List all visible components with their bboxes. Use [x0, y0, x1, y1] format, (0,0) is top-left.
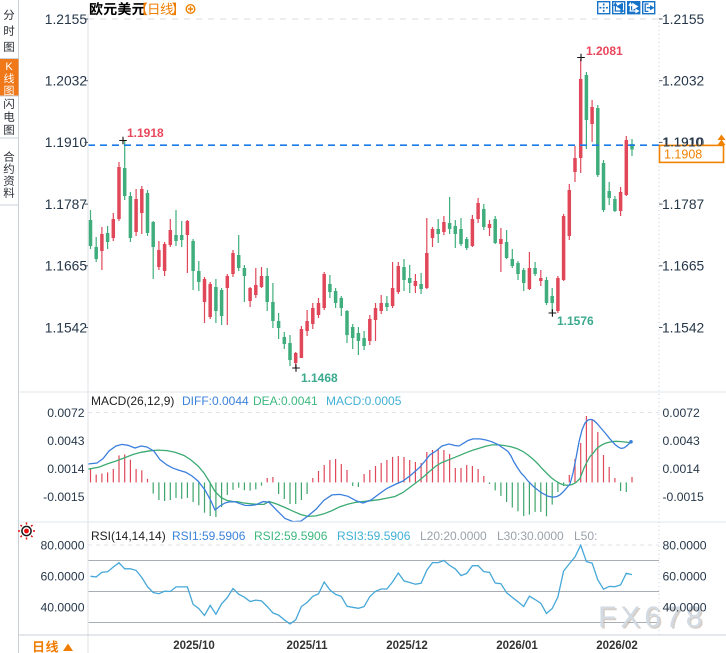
svg-text:RSI1:59.5906: RSI1:59.5906 — [172, 529, 246, 543]
svg-text:L20:20.0000: L20:20.0000 — [420, 529, 487, 543]
svg-text:2025/12: 2025/12 — [386, 640, 428, 652]
svg-text:80.0000: 80.0000 — [663, 539, 707, 553]
svg-text:FX678: FX678 — [600, 603, 708, 636]
svg-text:60.0000: 60.0000 — [40, 570, 84, 584]
svg-text:1.2155: 1.2155 — [45, 12, 88, 27]
svg-text:0.0014: 0.0014 — [47, 462, 84, 476]
svg-text:1.2032: 1.2032 — [45, 74, 87, 89]
svg-text:2026/02: 2026/02 — [596, 640, 638, 652]
svg-text:1.1665: 1.1665 — [662, 259, 705, 274]
svg-text:40.0000: 40.0000 — [663, 601, 707, 615]
svg-text:2026/01: 2026/01 — [496, 640, 538, 652]
svg-text:RSI3:59.5906: RSI3:59.5906 — [337, 529, 411, 543]
svg-text:1.1665: 1.1665 — [45, 259, 88, 274]
svg-text:MACD(26,12,9): MACD(26,12,9) — [91, 394, 174, 408]
svg-text:DEA:0.0041: DEA:0.0041 — [253, 394, 318, 408]
svg-text:1.1918: 1.1918 — [127, 126, 164, 140]
svg-text:-0.0015: -0.0015 — [43, 490, 85, 504]
svg-text:60.0000: 60.0000 — [663, 570, 707, 584]
svg-text:1.1787: 1.1787 — [662, 197, 704, 212]
svg-text:FX678: FX678 — [598, 601, 706, 634]
svg-text:1.2155: 1.2155 — [662, 12, 705, 27]
svg-text:DIFF:0.0044: DIFF:0.0044 — [182, 394, 249, 408]
svg-text:1.1468: 1.1468 — [301, 371, 338, 385]
svg-text:L30:30.0000: L30:30.0000 — [497, 529, 564, 543]
svg-text:0.0014: 0.0014 — [663, 462, 700, 476]
svg-text:0.0043: 0.0043 — [47, 434, 84, 448]
svg-text:2025/10: 2025/10 — [173, 640, 215, 652]
svg-text:1.1908: 1.1908 — [664, 148, 702, 162]
svg-text:1.1910: 1.1910 — [45, 135, 88, 150]
svg-text:40.0000: 40.0000 — [40, 601, 84, 615]
svg-text:MACD:0.0005: MACD:0.0005 — [326, 394, 402, 408]
svg-text:RSI2:59.5906: RSI2:59.5906 — [254, 529, 328, 543]
svg-text:2025/11: 2025/11 — [287, 640, 329, 652]
svg-text:0.0043: 0.0043 — [663, 434, 700, 448]
svg-text:80.0000: 80.0000 — [40, 539, 84, 553]
svg-text:0.0072: 0.0072 — [663, 406, 700, 420]
svg-text:1.1910: 1.1910 — [663, 135, 703, 150]
svg-text:1.1542: 1.1542 — [662, 320, 704, 335]
svg-text:1.2081: 1.2081 — [586, 44, 623, 58]
svg-text:L50:: L50: — [574, 529, 597, 543]
svg-text:1.1576: 1.1576 — [557, 314, 594, 328]
svg-text:1.1787: 1.1787 — [45, 197, 87, 212]
svg-text:0.0072: 0.0072 — [47, 406, 84, 420]
svg-text:1.2032: 1.2032 — [662, 74, 704, 89]
svg-text:-0.0015: -0.0015 — [663, 490, 705, 504]
svg-text:K: K — [5, 61, 13, 73]
svg-text:1.1542: 1.1542 — [45, 320, 87, 335]
svg-text:RSI(14,14,14): RSI(14,14,14) — [91, 529, 166, 543]
